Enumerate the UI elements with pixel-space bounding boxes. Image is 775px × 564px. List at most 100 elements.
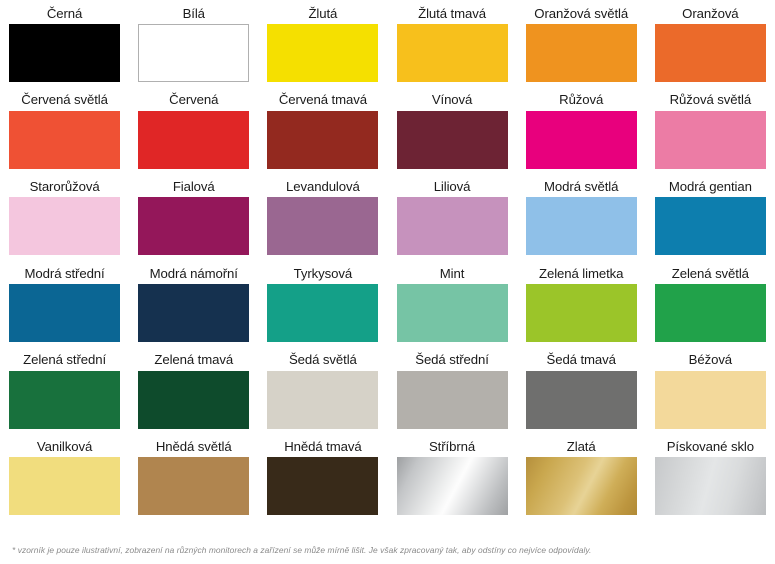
swatch-cell[interactable]: Zlatá: [517, 435, 646, 522]
swatch-cell[interactable]: Oranžová: [646, 2, 775, 89]
swatch-color-chip[interactable]: [138, 370, 250, 429]
swatch-label: Fialová: [172, 178, 215, 194]
swatch-cell[interactable]: Vínová: [387, 89, 516, 176]
swatch-cell[interactable]: Oranžová světlá: [517, 2, 646, 89]
swatch-color-chip[interactable]: [654, 110, 766, 169]
swatch-color-chip[interactable]: [654, 284, 766, 343]
swatch-label: Hnědá světlá: [155, 438, 232, 454]
swatch-cell[interactable]: Žlutá: [258, 2, 387, 89]
swatch-color-chip[interactable]: [525, 24, 637, 82]
swatch-label: Hnědá tmavá: [284, 438, 362, 454]
swatch-color-chip[interactable]: [396, 284, 508, 343]
swatch-cell[interactable]: Modrá střední: [0, 262, 129, 349]
swatch-cell[interactable]: Bílá: [129, 2, 258, 89]
swatch-cell[interactable]: Růžová světlá: [646, 89, 775, 176]
swatch-color-chip[interactable]: [9, 110, 121, 169]
swatch-color-chip[interactable]: [654, 457, 766, 516]
swatch-color-chip[interactable]: [138, 24, 250, 82]
swatch-color-chip[interactable]: [267, 457, 379, 516]
swatch-label: Modrá světlá: [544, 178, 619, 194]
swatch-label: Zelená tmavá: [154, 352, 234, 368]
swatch-cell[interactable]: Starorůžová: [0, 175, 129, 262]
swatch-color-chip[interactable]: [396, 197, 508, 256]
swatch-color-chip[interactable]: [396, 24, 508, 82]
swatch-cell[interactable]: Tyrkysová: [258, 262, 387, 349]
swatch-color-chip[interactable]: [267, 284, 379, 343]
swatch-cell[interactable]: Zelená světlá: [646, 262, 775, 349]
swatch-label: Stříbrná: [428, 438, 476, 454]
swatch-cell[interactable]: Červená světlá: [0, 89, 129, 176]
swatch-color-chip[interactable]: [267, 24, 379, 82]
swatch-cell[interactable]: Zelená tmavá: [129, 349, 258, 436]
swatch-label: Žlutá: [308, 5, 338, 21]
swatch-cell[interactable]: Hnědá světlá: [129, 435, 258, 522]
swatch-cell[interactable]: Šedá tmavá: [517, 349, 646, 436]
swatch-label: Liliová: [433, 178, 471, 194]
swatch-color-chip[interactable]: [525, 284, 637, 343]
swatch-color-chip[interactable]: [525, 457, 637, 516]
footnote-text: * vzorník je pouze ilustrativní, zobraze…: [12, 545, 592, 555]
swatch-color-chip[interactable]: [267, 370, 379, 429]
swatch-cell[interactable]: Šedá světlá: [258, 349, 387, 436]
swatch-cell[interactable]: Stříbrná: [387, 435, 516, 522]
swatch-cell[interactable]: Modrá světlá: [517, 175, 646, 262]
swatch-label: Bílá: [182, 5, 205, 21]
swatch-color-chip[interactable]: [654, 24, 766, 82]
swatch-cell[interactable]: Šedá střední: [387, 349, 516, 436]
swatch-color-chip[interactable]: [9, 457, 121, 516]
swatch-color-chip[interactable]: [138, 457, 250, 516]
swatch-label: Zelená limetka: [539, 265, 624, 281]
swatch-color-chip[interactable]: [396, 457, 508, 516]
swatch-cell[interactable]: Béžová: [646, 349, 775, 436]
swatch-cell[interactable]: Liliová: [387, 175, 516, 262]
swatch-label: Zelená střední: [23, 352, 107, 368]
swatch-cell[interactable]: Levandulová: [258, 175, 387, 262]
swatch-label: Starorůžová: [29, 178, 100, 194]
swatch-label: Modrá střední: [24, 265, 105, 281]
swatch-cell[interactable]: Modrá námořní: [129, 262, 258, 349]
swatch-label: Pískované sklo: [666, 438, 754, 454]
swatch-color-chip[interactable]: [9, 197, 121, 256]
swatch-cell[interactable]: Žlutá tmavá: [387, 2, 516, 89]
swatch-cell[interactable]: Zelená limetka: [517, 262, 646, 349]
swatch-label: Červená: [169, 92, 219, 108]
swatch-label: Červená tmavá: [278, 92, 367, 108]
swatch-color-chip[interactable]: [525, 370, 637, 429]
swatch-color-chip[interactable]: [654, 370, 766, 429]
swatch-color-chip[interactable]: [9, 284, 121, 343]
swatch-label: Modrá gentian: [668, 178, 752, 194]
swatch-color-chip[interactable]: [525, 110, 637, 169]
swatch-color-chip[interactable]: [396, 370, 508, 429]
swatch-cell[interactable]: Fialová: [129, 175, 258, 262]
swatch-cell[interactable]: Modrá gentian: [646, 175, 775, 262]
swatch-cell[interactable]: Červená tmavá: [258, 89, 387, 176]
swatch-label: Oranžová: [682, 5, 739, 21]
swatch-cell[interactable]: Vanilková: [0, 435, 129, 522]
swatch-cell[interactable]: Mint: [387, 262, 516, 349]
swatch-color-chip[interactable]: [138, 197, 250, 256]
swatch-color-chip[interactable]: [525, 197, 637, 256]
swatch-color-chip[interactable]: [396, 110, 508, 169]
swatch-color-chip[interactable]: [138, 110, 250, 169]
swatch-label: Tyrkysová: [293, 265, 353, 281]
swatch-label: Růžová světlá: [669, 92, 752, 108]
swatch-color-chip[interactable]: [9, 370, 121, 429]
swatch-color-chip[interactable]: [654, 197, 766, 256]
swatch-label: Růžová: [559, 92, 604, 108]
swatch-label: Šedá světlá: [288, 352, 357, 368]
swatch-cell[interactable]: Červená: [129, 89, 258, 176]
swatch-cell[interactable]: Růžová: [517, 89, 646, 176]
swatch-color-chip[interactable]: [9, 24, 121, 82]
swatch-cell[interactable]: Pískované sklo: [646, 435, 775, 522]
swatch-color-chip[interactable]: [138, 284, 250, 343]
swatch-color-chip[interactable]: [267, 110, 379, 169]
swatch-label: Mint: [439, 265, 465, 281]
swatch-label: Žlutá tmavá: [418, 5, 486, 21]
swatch-cell[interactable]: Hnědá tmavá: [258, 435, 387, 522]
swatch-cell[interactable]: Zelená střední: [0, 349, 129, 436]
swatch-color-chip[interactable]: [267, 197, 379, 256]
swatch-label: Oranžová světlá: [534, 5, 629, 21]
swatch-cell[interactable]: Černá: [0, 2, 129, 89]
swatch-label: Zelená světlá: [671, 265, 749, 281]
